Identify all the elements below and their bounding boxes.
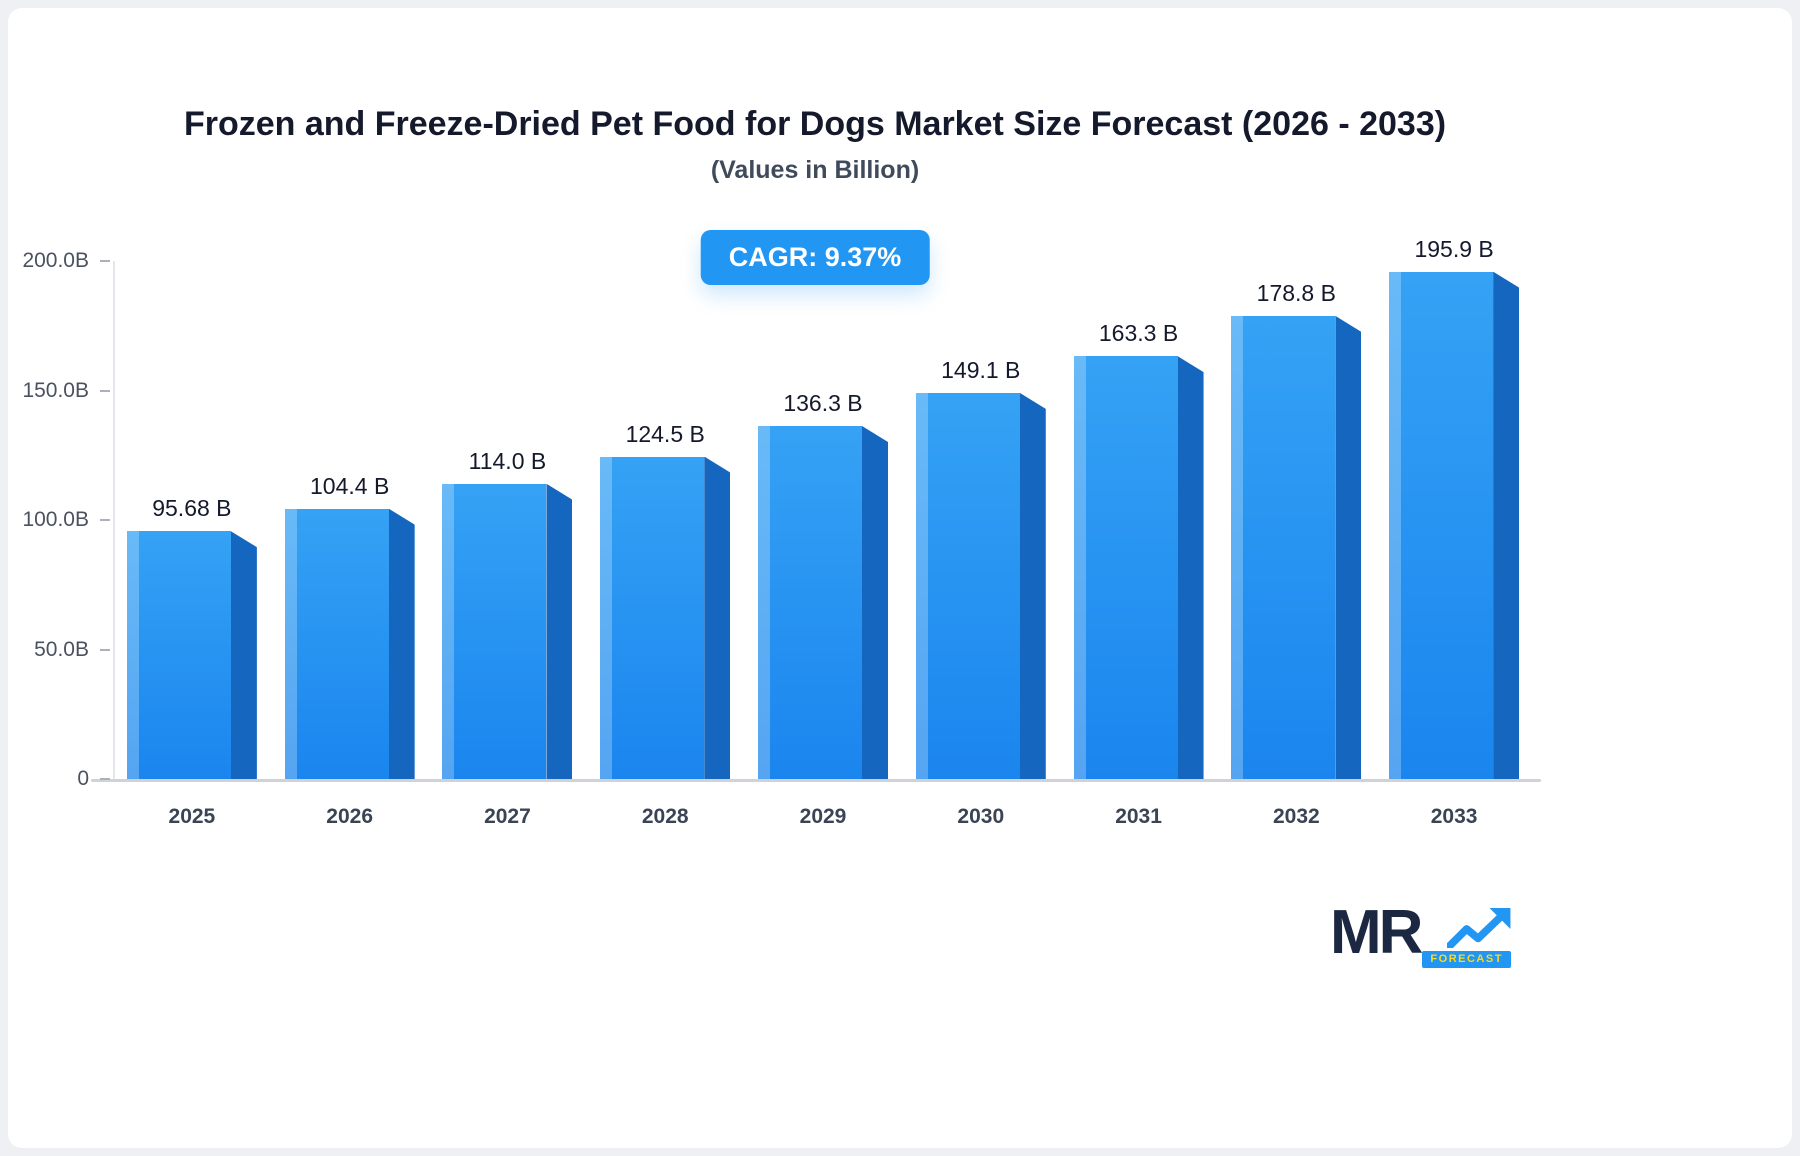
bar-3d-side [862, 425, 888, 779]
bar-group: 178.8 B 2032 [1231, 280, 1362, 828]
y-axis-tick-label: 200.0B [22, 249, 89, 272]
bar-3d-side [1177, 356, 1204, 779]
y-axis-tick-mark [100, 519, 110, 521]
bar-value-label: 149.1 B [941, 356, 1021, 383]
x-axis-label: 2025 [168, 805, 216, 828]
y-axis-tick-mark [100, 389, 110, 392]
bar [442, 483, 547, 779]
bar-value-label: 114.0 B [468, 447, 547, 474]
bar-3d-side [1335, 315, 1362, 779]
bar-group: 163.3 B 2031 [1073, 320, 1204, 828]
x-axis-label: 2032 [1272, 805, 1320, 828]
bar [1231, 315, 1336, 779]
bar-3d-side [1019, 392, 1046, 779]
bar [915, 392, 1020, 779]
y-axis-line [113, 261, 115, 779]
x-axis-line [91, 779, 1541, 782]
brand-logo-text: MR [1330, 898, 1423, 967]
bar-highlight [1073, 356, 1086, 779]
bar-3d-side [1493, 271, 1520, 779]
bar-value-label: 195.9 B [1414, 235, 1494, 262]
brand-logo-badge: FORECAST [1422, 951, 1511, 968]
bar-3d-side [230, 531, 257, 779]
bar-3d-side [704, 456, 731, 779]
brand-logo: MR FORECAST [1330, 898, 1511, 968]
bar-highlight [284, 508, 297, 779]
bar [758, 425, 862, 779]
x-axis-label: 2031 [1115, 805, 1162, 828]
bar-highlight [600, 456, 613, 779]
x-axis-label: 2028 [641, 805, 689, 828]
bar-highlight [915, 392, 928, 779]
bar [1073, 356, 1178, 779]
bar [284, 508, 389, 779]
y-axis-tick-label: 50.0B [34, 637, 89, 661]
bar-value-label: 163.3 B [1098, 320, 1179, 347]
bar-3d-side [546, 483, 573, 779]
y-axis-tick-label: 0 [77, 767, 89, 790]
bar-highlight [1231, 315, 1244, 779]
x-axis-label: 2027 [484, 805, 531, 828]
bar-value-label: 104.4 B [310, 472, 390, 499]
y-axis-tick-mark [100, 648, 110, 651]
chart-subtitle: (Values in Billion) [710, 156, 920, 184]
bar-value-label: 178.8 B [1256, 279, 1336, 306]
bar-group: 95.68 B 2025 [126, 495, 257, 828]
y-axis-tick-mark [100, 778, 110, 780]
bar-value-label: 136.3 B [783, 389, 863, 416]
bar-highlight [442, 483, 455, 779]
chart-card: Frozen and Freeze-Dried Pet Food for Dog… [8, 8, 1792, 1148]
y-axis-tick-label: 150.0B [22, 378, 89, 402]
bar-highlight [758, 425, 770, 779]
x-axis-label: 2030 [957, 805, 1005, 828]
trend-arrow-icon [1446, 908, 1511, 948]
bar-highlight [126, 531, 139, 779]
brand-logo-right: FORECAST [1422, 908, 1511, 968]
bar [1389, 271, 1494, 779]
bar-highlight [1389, 271, 1402, 779]
bar-group: 104.4 B 2026 [284, 473, 415, 828]
chart-title: Frozen and Freeze-Dried Pet Food for Dog… [183, 105, 1447, 143]
bar-group: 136.3 B 2029 [758, 390, 888, 828]
bar-3d-side [388, 508, 415, 779]
bar-group: 149.1 B 2030 [915, 357, 1046, 828]
bar-group: 195.9 B 2033 [1389, 236, 1520, 828]
plot-area: 200.0B 150.0B 100.0B 50.0B 0 95.68 B 2025 104.4… [22, 236, 1541, 828]
bar-value-label: 124.5 B [625, 420, 705, 447]
bar [600, 456, 705, 779]
cagr-badge: CAGR: 9.37% [700, 230, 930, 285]
bar-group: 124.5 B 2028 [600, 421, 731, 828]
y-axis-tick-mark [100, 260, 110, 262]
x-axis-label: 2026 [326, 805, 374, 828]
x-axis-label: 2033 [1430, 805, 1478, 828]
bar-group: 114.0 B 2027 [442, 448, 573, 828]
y-axis-tick-label: 100.0B [22, 508, 89, 531]
bar [126, 531, 231, 779]
bar-value-label: 95.68 B [152, 495, 232, 522]
x-axis-label: 2029 [799, 805, 847, 828]
